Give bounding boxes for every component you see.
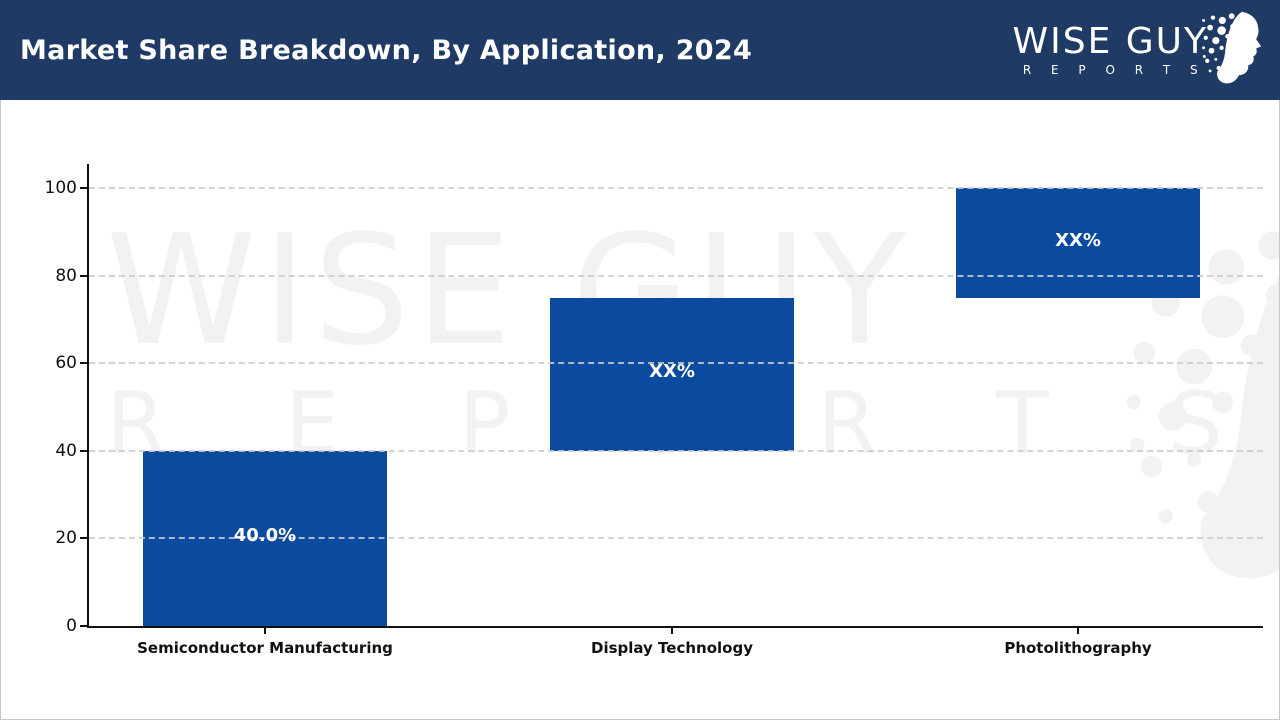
logo-wordmark: WISE GUY (1012, 21, 1208, 63)
logo-subtitle: R E P O R T S (1022, 62, 1206, 77)
bar-value-label: 40.0% (233, 525, 297, 547)
y-tick-mark (80, 274, 89, 277)
logo-text: WISE GUY R E P O R T S (1013, 23, 1209, 77)
x-tick-mark (264, 626, 266, 634)
x-tick-mark (671, 626, 673, 634)
bar-value-label: XX% (649, 361, 695, 383)
y-axis-line (87, 164, 89, 628)
x-tick-mark (1077, 626, 1079, 634)
x-category-label: Semiconductor Manufacturing (137, 639, 393, 657)
x-category-label: Photolithography (1004, 639, 1152, 657)
x-category-label: Display Technology (591, 639, 753, 657)
y-tick-label: 80 (55, 265, 77, 286)
y-tick-mark (80, 537, 89, 540)
x-axis-line (87, 626, 1263, 628)
page-title: Market Share Breakdown, By Application, … (20, 34, 753, 66)
y-tick-mark (80, 625, 89, 627)
gridline (89, 537, 1263, 540)
bar-segment (956, 188, 1200, 298)
y-tick-label: 100 (44, 178, 77, 198)
y-tick-mark (80, 187, 89, 189)
header-banner: Market Share Breakdown, By Application, … (0, 0, 1280, 100)
gridline (89, 274, 1263, 277)
y-tick-label: 60 (55, 353, 77, 374)
y-tick-mark (80, 362, 89, 365)
logo-face-icon (1202, 11, 1262, 84)
y-tick-label: 40 (55, 440, 77, 461)
gridline (89, 449, 1263, 452)
y-tick-label: 20 (55, 528, 77, 549)
y-tick-label: 0 (66, 616, 77, 636)
gridline (89, 362, 1263, 365)
wise-guy-reports-logo: WISE GUY R E P O R T S (1013, 4, 1273, 96)
chart-area: WISE GUY R E P O R T S 02040608010040.0%… (0, 100, 1280, 720)
bar-segment (550, 297, 794, 451)
y-tick-mark (80, 449, 89, 452)
bar-value-label: XX% (1055, 229, 1101, 251)
gridline (89, 187, 1263, 189)
